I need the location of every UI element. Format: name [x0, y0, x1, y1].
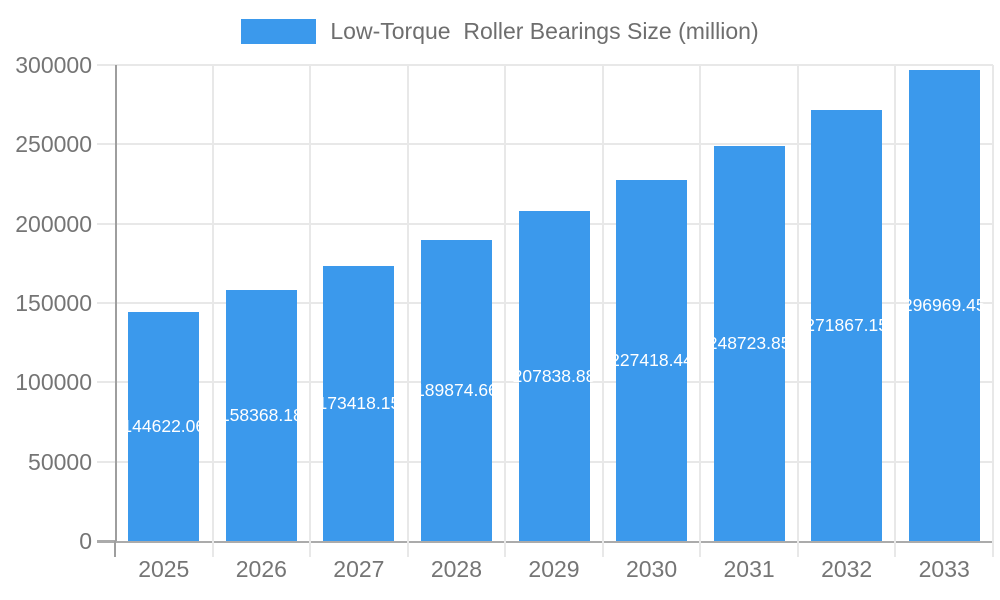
gridline-v [406, 65, 409, 541]
x-tick-label: 2030 [625, 556, 678, 582]
gridline-v [309, 65, 312, 541]
x-tick-mark [699, 541, 702, 557]
y-tick-mark [97, 64, 115, 67]
bar-2030[interactable] [616, 180, 688, 541]
y-tick-label: 300000 [15, 52, 92, 78]
y-tick-label: 250000 [15, 131, 92, 158]
x-tick-label: 2028 [430, 556, 483, 582]
bar-2026[interactable] [225, 289, 297, 541]
x-tick-label: 2029 [528, 556, 580, 582]
y-tick-mark [97, 222, 115, 225]
gridline-v [894, 65, 897, 541]
gridline-v [601, 65, 604, 541]
bar-2029[interactable] [518, 211, 590, 541]
y-tick-label: 200000 [15, 210, 92, 237]
x-tick-label: 2027 [333, 556, 385, 582]
y-tick-label: 150000 [15, 290, 92, 316]
x-tick-mark [309, 541, 312, 557]
y-tick-mark [97, 143, 115, 146]
x-tick-mark [601, 541, 604, 557]
legend-label: Low-Torque Roller Bearings Size (million… [330, 18, 759, 44]
bar-2025[interactable] [128, 311, 200, 541]
legend-swatch[interactable] [241, 19, 317, 44]
y-tick-label: 0 [79, 528, 92, 554]
x-tick-mark [211, 541, 214, 557]
legend: Low-Torque Roller Bearings Size (million… [0, 19, 1000, 44]
y-tick-label: 50000 [28, 448, 92, 475]
x-tick-label: 2033 [918, 556, 970, 582]
x-tick-mark [504, 541, 507, 557]
y-tick-mark [97, 381, 115, 384]
y-tick-mark [97, 302, 115, 304]
x-tick-mark [894, 541, 897, 557]
x-axis-line [97, 541, 993, 543]
bar-2033[interactable] [908, 69, 980, 541]
gridline-v [699, 65, 702, 541]
bar-2028[interactable] [420, 239, 492, 541]
x-tick-label: 2026 [235, 556, 287, 582]
x-tick-mark [406, 541, 409, 557]
gridline-v [504, 65, 507, 541]
y-tick-mark [97, 460, 115, 463]
gridline-v [992, 65, 994, 541]
gridline-h [115, 64, 993, 67]
x-tick-mark [114, 541, 116, 557]
y-tick-mark [97, 540, 115, 542]
y-axis-line [115, 65, 117, 541]
bar-2032[interactable] [811, 109, 883, 541]
bar-2027[interactable] [323, 265, 395, 541]
bar-2031[interactable] [713, 146, 785, 541]
x-tick-label: 2032 [821, 556, 873, 582]
x-tick-label: 2031 [723, 556, 775, 582]
gridline-v [211, 65, 214, 541]
y-tick-label: 100000 [15, 369, 92, 396]
x-tick-mark [796, 541, 799, 557]
gridline-h [115, 143, 993, 146]
x-tick-mark [992, 541, 994, 557]
plot-area: 0 50000 100000 150000 200000 250000 300000 1446… [15, 52, 994, 582]
x-tick-label: 2025 [138, 556, 190, 582]
gridline-v [796, 65, 799, 541]
